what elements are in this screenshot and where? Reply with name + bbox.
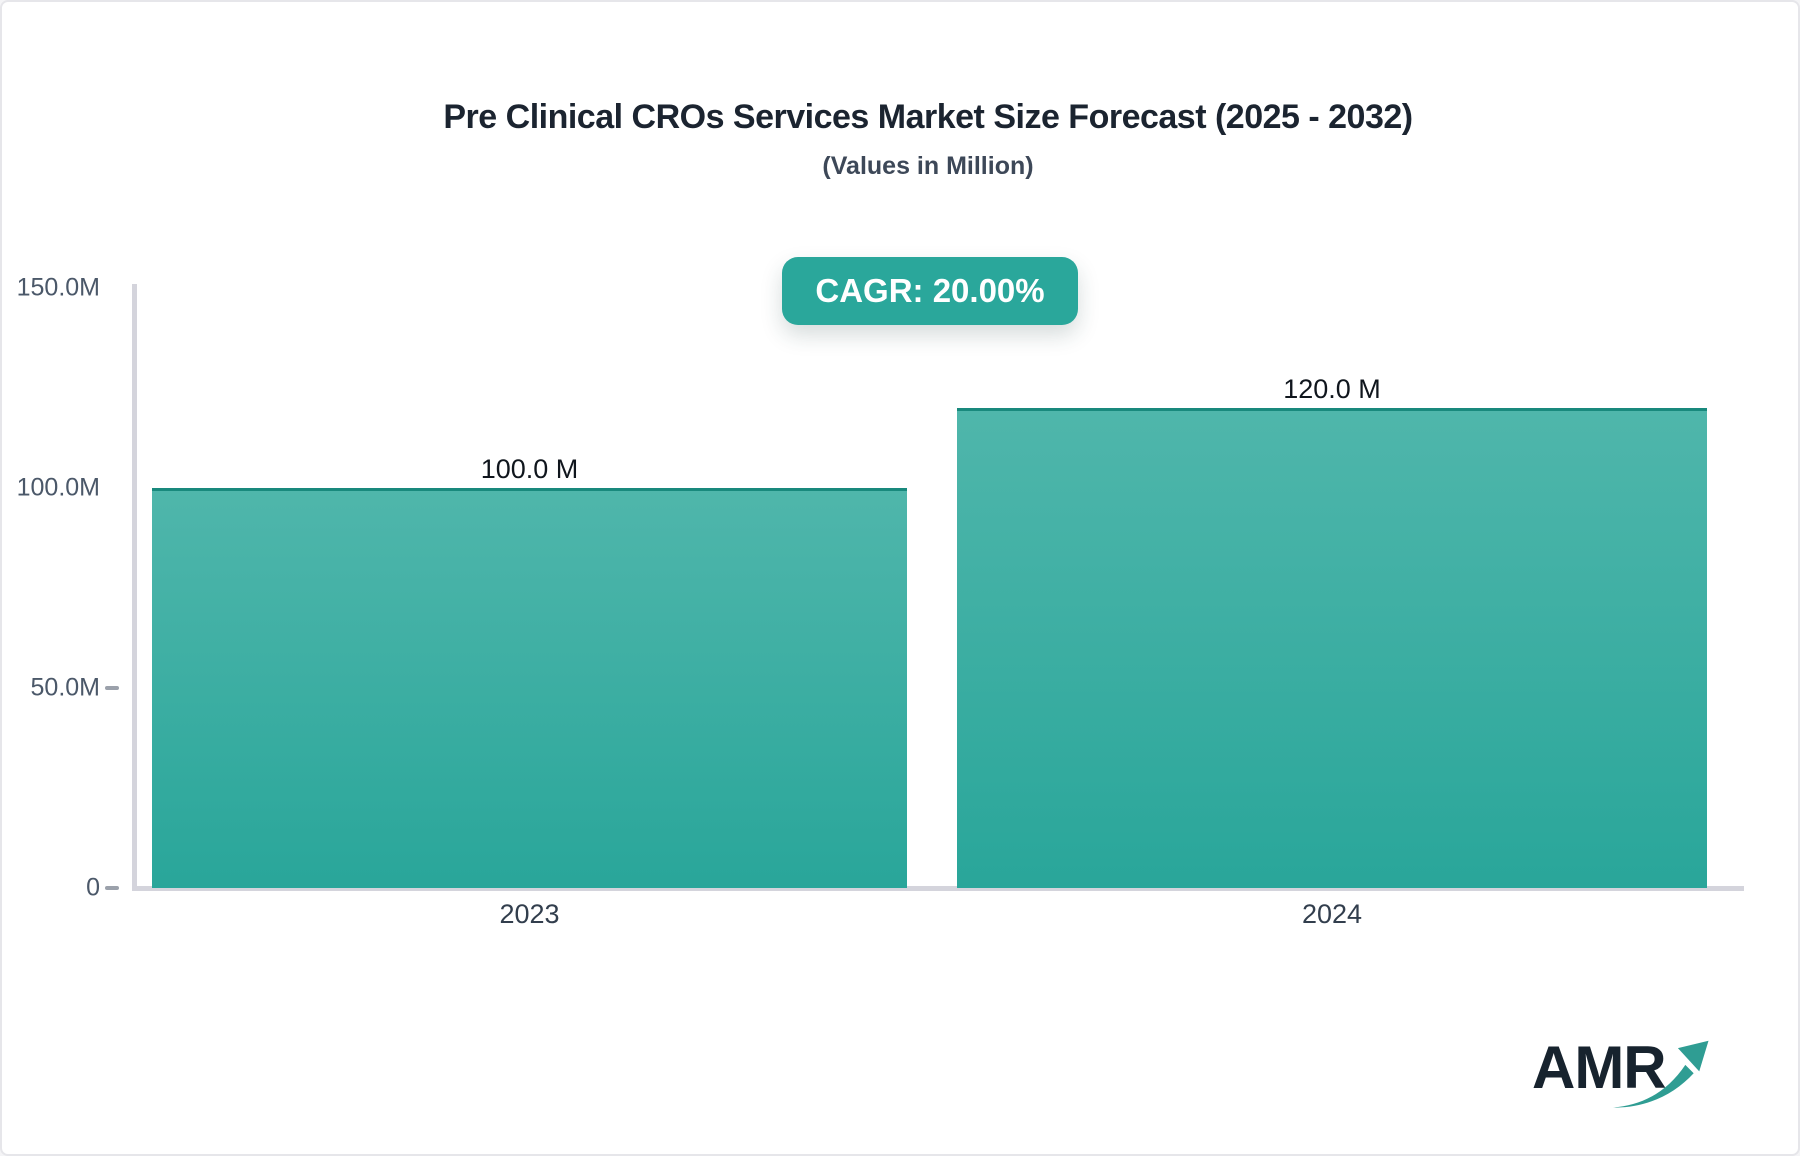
- y-axis-line: [132, 284, 137, 891]
- y-axis-tick-label: 100.0M: [16, 473, 100, 502]
- x-axis-label: 2024: [1301, 899, 1363, 929]
- growth-arrow-icon: [1613, 1040, 1709, 1108]
- bar-value-label: 120.0 M: [1283, 374, 1381, 404]
- cagr-badge: CAGR: 20.00%: [782, 257, 1078, 325]
- bar-2024[interactable]: [957, 408, 1707, 888]
- y-axis-tick-dash: [105, 686, 119, 690]
- y-axis-tick-label: 150.0M: [16, 273, 100, 302]
- bar-2023[interactable]: [152, 488, 907, 888]
- y-axis-tick-label: 0: [86, 873, 100, 902]
- chart-subtitle: (Values in Million): [822, 152, 1034, 180]
- x-axis-label: 2023: [499, 899, 560, 929]
- chart-title: Pre Clinical CROs Services Market Size F…: [443, 98, 1413, 136]
- amr-logo-text: AMR: [1532, 1034, 1667, 1101]
- y-axis-tick-label: 50.0M: [30, 673, 100, 702]
- bar-value-label: 100.0 M: [480, 454, 579, 484]
- amr-logo: AMR: [1527, 1027, 1727, 1122]
- x-axis-line: [132, 886, 1744, 891]
- y-axis-tick-dash: [105, 886, 119, 890]
